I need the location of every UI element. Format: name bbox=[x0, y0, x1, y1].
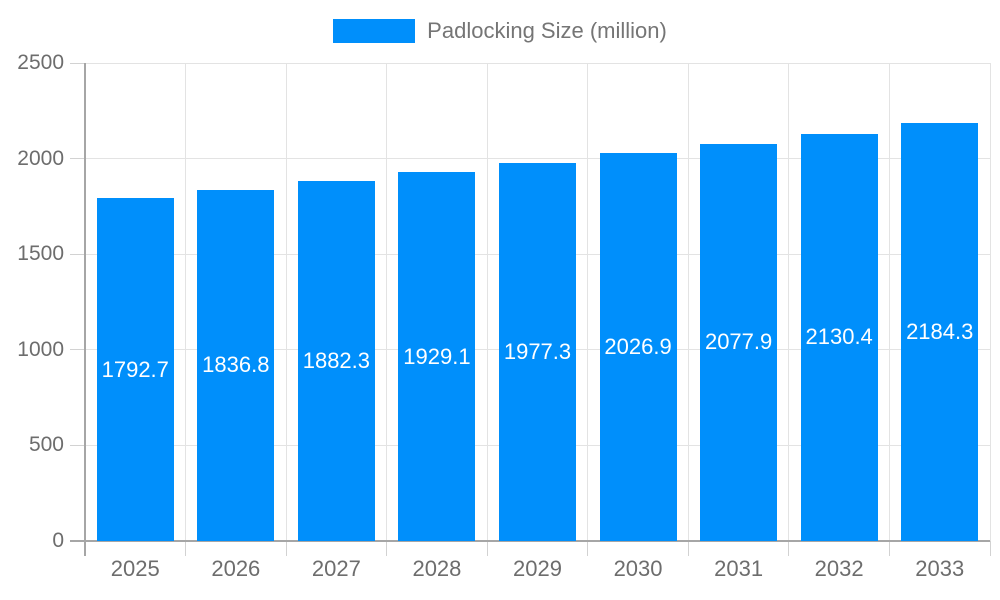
gridline-vertical bbox=[185, 63, 187, 541]
x-axis-tick bbox=[285, 541, 287, 556]
bar-value-label: 1882.3 bbox=[302, 348, 371, 374]
gridline-vertical bbox=[888, 63, 890, 541]
legend[interactable]: Padlocking Size (million) bbox=[0, 16, 1000, 46]
bar-value-label: 1792.7 bbox=[101, 356, 169, 382]
x-axis-tick bbox=[888, 541, 890, 556]
bar-2027[interactable] bbox=[297, 181, 375, 541]
x-axis-tick bbox=[687, 541, 689, 556]
gridline-vertical bbox=[989, 63, 991, 541]
y-axis-tick bbox=[70, 444, 85, 446]
x-axis-tick bbox=[989, 541, 991, 556]
x-axis-tick bbox=[185, 541, 187, 556]
bar-2029[interactable] bbox=[499, 162, 576, 541]
x-axis-label: 2026 bbox=[211, 556, 261, 581]
bar-value-label: 1977.3 bbox=[503, 338, 572, 364]
y-axis-label: 0 bbox=[52, 529, 64, 552]
x-axis-tick bbox=[788, 541, 790, 556]
bar-2030[interactable] bbox=[599, 153, 677, 541]
x-axis-label: 2029 bbox=[513, 556, 562, 581]
gridline-horizontal bbox=[85, 158, 990, 160]
x-axis-label: 2030 bbox=[613, 556, 663, 581]
y-axis-tick bbox=[70, 158, 85, 160]
y-axis-tick bbox=[70, 349, 85, 351]
x-axis-label: 2032 bbox=[814, 556, 864, 581]
legend-label: Padlocking Size (million) bbox=[427, 18, 667, 43]
x-axis-label: 2028 bbox=[412, 556, 462, 581]
x-axis-label: 2027 bbox=[311, 556, 361, 581]
y-axis-label: 500 bbox=[28, 433, 64, 457]
y-axis-line bbox=[84, 63, 86, 556]
x-axis-line bbox=[70, 540, 990, 542]
legend-swatch bbox=[333, 19, 416, 43]
x-axis-tick bbox=[386, 541, 388, 556]
x-axis-tick bbox=[486, 541, 488, 556]
y-axis-tick bbox=[70, 62, 85, 64]
y-axis-label: 1000 bbox=[17, 337, 64, 361]
x-axis-tick bbox=[587, 541, 589, 556]
x-axis-label: 2033 bbox=[915, 556, 965, 581]
bar-value-label: 2077.9 bbox=[704, 329, 773, 355]
bar-value-label: 1836.8 bbox=[202, 352, 270, 378]
gridline-vertical bbox=[486, 63, 488, 541]
x-axis-label: 2025 bbox=[110, 556, 160, 581]
gridline-horizontal bbox=[85, 62, 990, 64]
gridline-vertical bbox=[587, 63, 589, 541]
bar-value-label: 2130.4 bbox=[805, 324, 873, 350]
bar-2031[interactable] bbox=[700, 143, 778, 541]
y-axis-label: 2500 bbox=[17, 51, 64, 74]
gridline-vertical bbox=[386, 63, 388, 541]
y-axis-label: 1500 bbox=[17, 242, 64, 266]
bar-value-label: 2184.3 bbox=[906, 319, 974, 345]
bar-2026[interactable] bbox=[197, 189, 275, 541]
bar-2033[interactable] bbox=[901, 123, 979, 541]
bar-value-label: 1929.1 bbox=[403, 343, 471, 369]
bar-2028[interactable] bbox=[398, 172, 476, 541]
y-axis-label: 2000 bbox=[17, 146, 64, 170]
gridline-vertical bbox=[285, 63, 287, 541]
gridline-vertical bbox=[788, 63, 790, 541]
bar-2032[interactable] bbox=[800, 133, 878, 541]
bar-2025[interactable] bbox=[96, 198, 174, 541]
bar-value-label: 2026.9 bbox=[604, 334, 672, 360]
gridline-vertical bbox=[687, 63, 689, 541]
x-axis-label: 2031 bbox=[714, 556, 764, 581]
y-axis-tick bbox=[70, 253, 85, 255]
